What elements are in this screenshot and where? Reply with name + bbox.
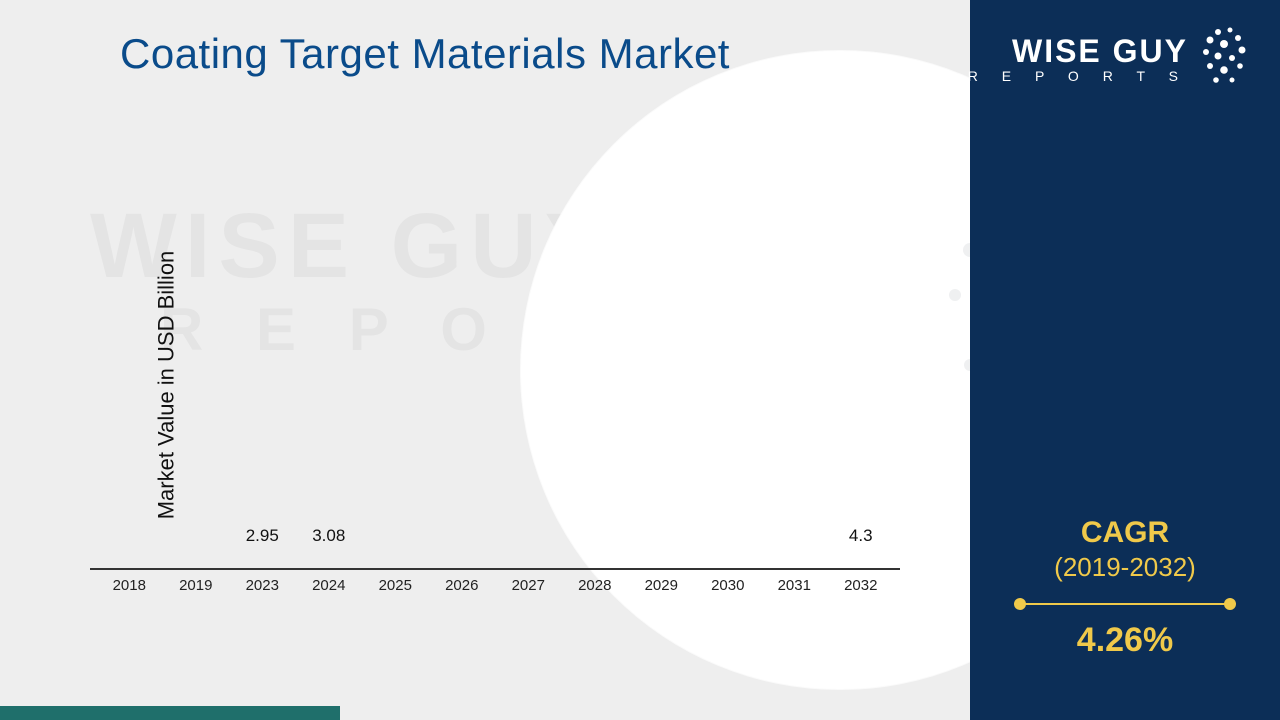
x-tick-label: 2026 bbox=[445, 577, 478, 594]
brand-line2: R E P O R T S bbox=[968, 68, 1188, 84]
bar-value-label: 3.08 bbox=[312, 526, 345, 546]
x-tick-label: 2030 bbox=[711, 577, 744, 594]
brand-head-icon bbox=[1196, 22, 1254, 95]
x-tick-label: 2019 bbox=[179, 577, 212, 594]
x-tick-label: 2031 bbox=[778, 577, 811, 594]
x-tick-label: 2029 bbox=[645, 577, 678, 594]
x-tick-label: 2028 bbox=[578, 577, 611, 594]
brand-logo: WISE GUY R E P O R T S bbox=[968, 22, 1254, 95]
x-tick-label: 2018 bbox=[113, 577, 146, 594]
cagr-divider bbox=[1020, 603, 1230, 605]
x-tick-label: 2027 bbox=[512, 577, 545, 594]
page-root: WISE GUY R E P O R T S Coating Target Ma… bbox=[0, 0, 1280, 720]
cagr-label: CAGR bbox=[1000, 516, 1250, 550]
bar-value-label: 4.3 bbox=[849, 526, 873, 546]
x-tick-label: 2023 bbox=[246, 577, 279, 594]
brand-line1: WISE GUY bbox=[1012, 33, 1188, 70]
x-tick-label: 2032 bbox=[844, 577, 877, 594]
bottom-strip bbox=[0, 706, 340, 720]
cagr-period: (2019-2032) bbox=[1000, 552, 1250, 583]
bar-value-label: 2.95 bbox=[246, 526, 279, 546]
x-tick-label: 2025 bbox=[379, 577, 412, 594]
cagr-box: CAGR (2019-2032) 4.26% bbox=[1000, 516, 1250, 660]
chart-area: Market Value in USD Billion 201820192023… bbox=[50, 170, 900, 600]
chart-title: Coating Target Materials Market bbox=[120, 30, 730, 78]
x-tick-label: 2024 bbox=[312, 577, 345, 594]
plot-area: 2018201920232.9520243.082025202620272028… bbox=[90, 170, 900, 570]
cagr-value: 4.26% bbox=[1000, 621, 1250, 660]
bars-container: 2018201920232.9520243.082025202620272028… bbox=[90, 170, 900, 568]
